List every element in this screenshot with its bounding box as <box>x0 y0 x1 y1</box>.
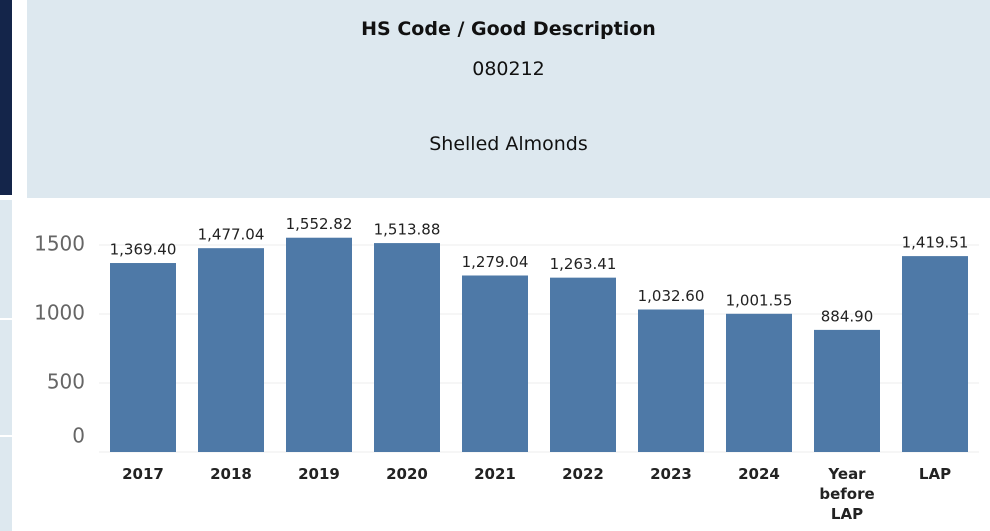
y-tick-label: 0 <box>72 424 85 448</box>
x-tick-label: Year before LAP <box>819 465 875 523</box>
header-panel: HS Code / Good Description 080212 Shelle… <box>27 0 990 198</box>
bar <box>814 329 880 452</box>
y-tick-label: 500 <box>47 370 85 394</box>
x-tick-label: 2024 <box>738 465 780 483</box>
x-tick-label: 2023 <box>650 465 692 483</box>
bar <box>286 237 352 452</box>
value-label: 1,477.04 <box>198 226 265 244</box>
bar <box>550 277 616 452</box>
value-label: 1,552.82 <box>286 215 353 233</box>
y-tick-label: 1000 <box>34 301 85 325</box>
x-tick-label: 2019 <box>298 465 340 483</box>
value-label: 1,032.60 <box>638 287 705 305</box>
bar <box>110 263 176 452</box>
bar <box>198 248 264 452</box>
value-label: 1,369.40 <box>110 241 177 259</box>
bar <box>462 275 528 452</box>
separator <box>0 318 12 320</box>
hs-code: 080212 <box>472 58 545 80</box>
side-strip-light <box>0 200 12 531</box>
good-description: Shelled Almonds <box>429 133 588 155</box>
y-tick-label: 1500 <box>34 232 85 256</box>
value-label: 1,001.55 <box>726 291 793 309</box>
x-tick-label: 2017 <box>122 465 164 483</box>
bar <box>374 243 440 452</box>
value-label: 1,419.51 <box>902 234 969 252</box>
x-tick-label: 2021 <box>474 465 516 483</box>
value-label: 1,279.04 <box>462 253 529 271</box>
x-tick-label: 2022 <box>562 465 604 483</box>
value-label: 884.90 <box>821 307 874 325</box>
x-tick-label: LAP <box>918 465 952 483</box>
bar <box>726 313 792 452</box>
bar <box>902 256 968 452</box>
side-strip <box>0 0 12 195</box>
separator <box>0 435 12 437</box>
value-label: 1,263.41 <box>550 255 617 273</box>
header-title: HS Code / Good Description <box>361 18 656 40</box>
value-label: 1,513.88 <box>374 221 441 239</box>
x-tick-label: 2018 <box>210 465 252 483</box>
x-tick-label: 2020 <box>386 465 428 483</box>
bar <box>638 309 704 452</box>
